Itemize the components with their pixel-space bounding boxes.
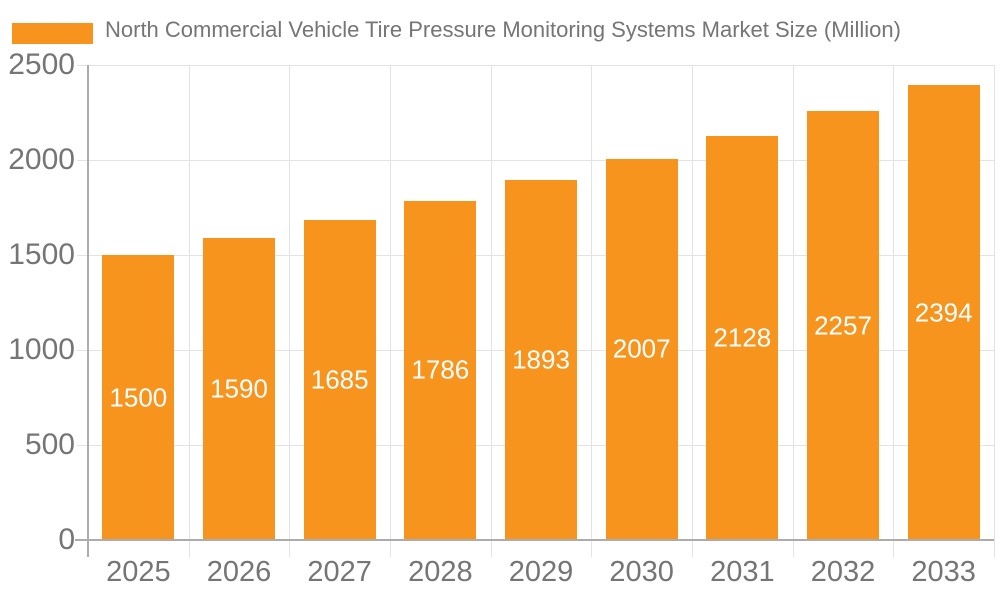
bar-value-label-2028: 1786: [411, 354, 470, 385]
gridline-x-boundary: [893, 65, 895, 557]
y-tick-label-2000: 2000: [8, 143, 75, 176]
bar-value-label-2032: 2257: [814, 310, 872, 341]
x-tick-label-2032: 2032: [810, 556, 876, 588]
bar-2028[interactable]: [404, 200, 477, 540]
bar-value-label-2026: 1590: [210, 373, 268, 404]
bar-2030[interactable]: [605, 158, 678, 540]
bar-2025[interactable]: [102, 255, 175, 540]
x-tick-label-2033: 2033: [911, 556, 976, 588]
y-tick-label-500: 500: [24, 428, 75, 461]
bar-value-label-2033: 2394: [914, 297, 973, 328]
x-tick-label-2026: 2026: [206, 556, 272, 588]
y-axis-line: [87, 65, 89, 557]
gridline-y-2500: [77, 65, 994, 66]
bar-2031[interactable]: [706, 135, 779, 540]
bar-2026[interactable]: [203, 237, 275, 540]
gridline-x-boundary: [390, 65, 391, 557]
x-tick-label-2031: 2031: [710, 556, 775, 588]
bar-value-label-2025: 1500: [109, 382, 168, 412]
bar-value-label-2031: 2128: [713, 322, 772, 353]
y-tick-label-1500: 1500: [8, 238, 75, 271]
bar-2032[interactable]: [807, 111, 879, 540]
gridline-x-boundary: [289, 65, 291, 557]
gridline-x-boundary: [188, 65, 190, 557]
legend-swatch[interactable]: [12, 23, 93, 44]
x-tick-label-2030: 2030: [609, 556, 674, 588]
x-axis-line: [75, 539, 994, 541]
bar-value-label-2029: 1893: [512, 344, 570, 375]
x-tick-label-2029: 2029: [508, 556, 574, 588]
y-tick-label-1000: 1000: [8, 333, 75, 366]
gridline-y-2000: [77, 160, 994, 161]
bar-2027[interactable]: [303, 219, 376, 540]
gridline-x-boundary: [692, 65, 693, 557]
gridline-x-boundary: [792, 65, 794, 557]
gridline-x-boundary: [591, 65, 593, 557]
bar-value-label-2027: 1685: [310, 364, 369, 395]
legend-label[interactable]: North Commercial Vehicle Tire Pressure M…: [105, 17, 901, 42]
x-tick-label-2028: 2028: [408, 556, 473, 588]
bar-2033[interactable]: [907, 85, 980, 540]
x-tick-label-2027: 2027: [307, 556, 372, 588]
bar-2029[interactable]: [505, 180, 577, 540]
y-tick-label-0: 0: [58, 523, 75, 556]
gridline-x-boundary: [490, 65, 492, 557]
y-tick-label-2500: 2500: [8, 48, 75, 81]
gridline-x-boundary: [994, 65, 995, 557]
x-tick-label-2025: 2025: [106, 556, 171, 588]
bar-value-label-2030: 2007: [612, 333, 671, 364]
